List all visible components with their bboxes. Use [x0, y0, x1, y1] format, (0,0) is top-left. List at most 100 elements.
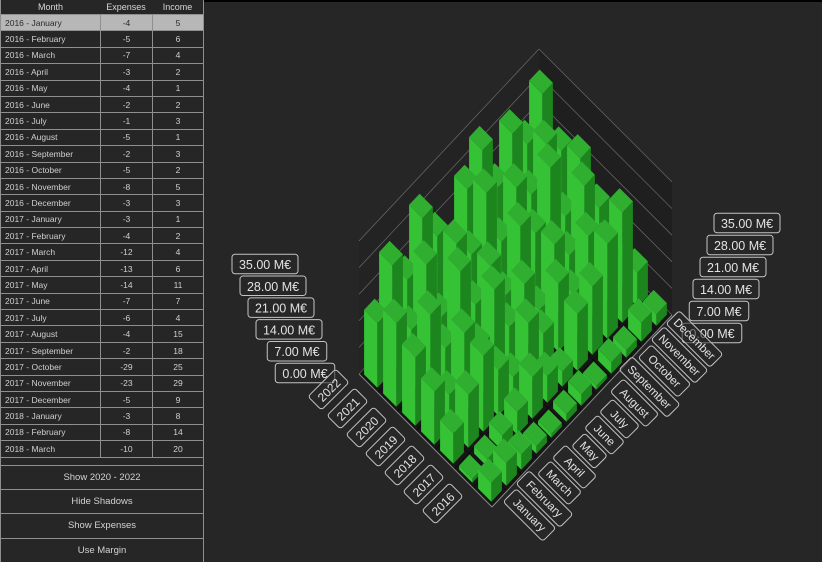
- month-cell: 2017 - August: [5, 329, 58, 340]
- show-expenses-button[interactable]: Show Expenses: [1, 513, 203, 537]
- table-row[interactable]: 2018 - January -3 8: [1, 407, 203, 424]
- value-axis-label-left: 35.00 M€: [231, 253, 299, 275]
- table-header: Month Expenses Income: [1, 0, 203, 14]
- table-empty-row: [1, 456, 203, 465]
- hide-shadows-button[interactable]: Hide Shadows: [1, 488, 203, 513]
- month-cell: 2016 - March: [5, 50, 56, 61]
- expenses-cell: -3: [100, 211, 152, 228]
- table-row[interactable]: 2017 - October -29 25: [1, 358, 203, 375]
- month-cell: 2018 - February: [5, 427, 66, 438]
- table-row[interactable]: 2016 - November -8 5: [1, 177, 203, 195]
- income-cell: 6: [152, 260, 203, 277]
- table-row[interactable]: 2017 - August -4 15: [1, 325, 203, 342]
- bar[interactable]: [628, 298, 652, 342]
- table-row[interactable]: 2017 - July -6 4: [1, 309, 203, 326]
- income-cell: 20: [152, 441, 203, 457]
- table-row[interactable]: 2016 - December -3 3: [1, 194, 203, 211]
- table-row[interactable]: 2017 - June -7 7: [1, 292, 203, 310]
- income-cell: 8: [152, 408, 203, 424]
- expenses-cell: -4: [100, 228, 152, 244]
- table-row[interactable]: 2017 - May -14 11: [1, 276, 203, 293]
- svg-text:28.00 M€: 28.00 M€: [714, 239, 766, 253]
- value-axis-label-right: 28.00 M€: [706, 234, 774, 256]
- value-axis-label-left: 28.00 M€: [239, 275, 307, 297]
- table-row[interactable]: 2016 - April -3 2: [1, 63, 203, 80]
- month-cell: 2018 - March: [5, 443, 56, 454]
- bar[interactable]: [383, 298, 407, 407]
- income-cell: 4: [152, 310, 203, 326]
- income-cell: 2: [152, 228, 203, 244]
- month-cell: 2016 - October: [5, 165, 62, 176]
- table-row[interactable]: 2016 - September -2 3: [1, 145, 203, 162]
- income-cell: 6: [152, 31, 203, 47]
- year-axis-line: [358, 373, 493, 508]
- bar[interactable]: [493, 438, 517, 486]
- month-cell: 2016 - September: [5, 148, 74, 159]
- income-cell: 9: [152, 391, 203, 408]
- chart-area: 35.00 M€ 35.00 M€ 28.00 M€ 28.00 M€ 21.00 M€…: [204, 0, 822, 562]
- table-row[interactable]: 2017 - February -4 2: [1, 227, 203, 244]
- table-row[interactable]: 2016 - March -7 4: [1, 46, 203, 64]
- value-axis-label-right: 35.00 M€: [713, 212, 781, 234]
- month-cell: 2017 - February: [5, 230, 66, 241]
- income-cell: 4: [152, 47, 203, 64]
- month-cell: 2016 - June: [5, 99, 50, 110]
- bar[interactable]: [598, 337, 622, 374]
- table-row[interactable]: 2017 - January -3 1: [1, 210, 203, 228]
- show-2020-2022-button[interactable]: Show 2020 - 2022: [1, 464, 203, 489]
- expenses-cell: -4: [100, 15, 152, 31]
- value-axis-label-left: 7.00 M€: [266, 340, 328, 362]
- month-cell: 2016 - May: [5, 83, 48, 94]
- expenses-cell: -8: [100, 424, 152, 441]
- bar[interactable]: [568, 369, 592, 406]
- income-cell: 25: [152, 359, 203, 375]
- expenses-cell: -12: [100, 244, 152, 260]
- right-wall: [539, 49, 672, 315]
- bar[interactable]: [478, 458, 502, 502]
- table-row[interactable]: 2017 - November -23 29: [1, 374, 203, 391]
- value-axis-label-right: 7.00 M€: [688, 300, 750, 322]
- table-row[interactable]: 2017 - December -5 9: [1, 390, 203, 408]
- income-cell: 18: [152, 342, 203, 359]
- month-cell: 2016 - July: [5, 116, 47, 127]
- expenses-cell: -10: [100, 441, 152, 457]
- bar[interactable]: [504, 387, 528, 435]
- expenses-cell: -2: [100, 342, 152, 359]
- table-row[interactable]: 2016 - February -5 6: [1, 30, 203, 47]
- table-row[interactable]: 2018 - February -8 14: [1, 423, 203, 441]
- table-row[interactable]: 2017 - April -13 6: [1, 259, 203, 277]
- income-cell: 3: [152, 195, 203, 211]
- table-row[interactable]: 2017 - March -12 4: [1, 243, 203, 260]
- table-row[interactable]: 2016 - May -4 1: [1, 79, 203, 96]
- expenses-cell: -7: [100, 47, 152, 64]
- svg-text:7.00 M€: 7.00 M€: [274, 345, 319, 359]
- bar3d-income-chart[interactable]: 35.00 M€ 35.00 M€ 28.00 M€ 28.00 M€ 21.00 M€…: [204, 2, 822, 562]
- income-cell: 14: [152, 424, 203, 441]
- month-cell: 2016 - January: [5, 17, 62, 28]
- expenses-cell: -4: [100, 326, 152, 342]
- table-row[interactable]: 2017 - September -2 18: [1, 341, 203, 359]
- bar[interactable]: [564, 289, 588, 371]
- svg-text:14.00 M€: 14.00 M€: [263, 323, 315, 337]
- table-row[interactable]: 2016 - June -2 2: [1, 95, 203, 113]
- bar[interactable]: [402, 332, 426, 426]
- month-cell: 2016 - November: [5, 181, 71, 192]
- use-margin-button[interactable]: Use Margin: [1, 537, 203, 562]
- bar[interactable]: [538, 409, 562, 438]
- table-row[interactable]: 2018 - March -10 20: [1, 440, 203, 457]
- income-cell: 5: [152, 178, 203, 195]
- bar[interactable]: [613, 325, 637, 358]
- table-row[interactable]: 2016 - August -5 1: [1, 128, 203, 146]
- table-row[interactable]: 2016 - October -5 2: [1, 161, 203, 178]
- month-cell: 2017 - October: [5, 361, 62, 372]
- income-cell: 5: [152, 15, 203, 31]
- month-cell: 2016 - December: [5, 197, 71, 208]
- svg-text:0.00 M€: 0.00 M€: [282, 367, 327, 381]
- table-row[interactable]: 2016 - January -4 5: [1, 14, 203, 31]
- bar[interactable]: [440, 408, 464, 464]
- svg-text:14.00 M€: 14.00 M€: [700, 283, 752, 297]
- wall-grid-line: [538, 75, 673, 209]
- bar[interactable]: [553, 389, 577, 422]
- table-row[interactable]: 2016 - July -1 3: [1, 112, 203, 129]
- expenses-cell: -6: [100, 310, 152, 326]
